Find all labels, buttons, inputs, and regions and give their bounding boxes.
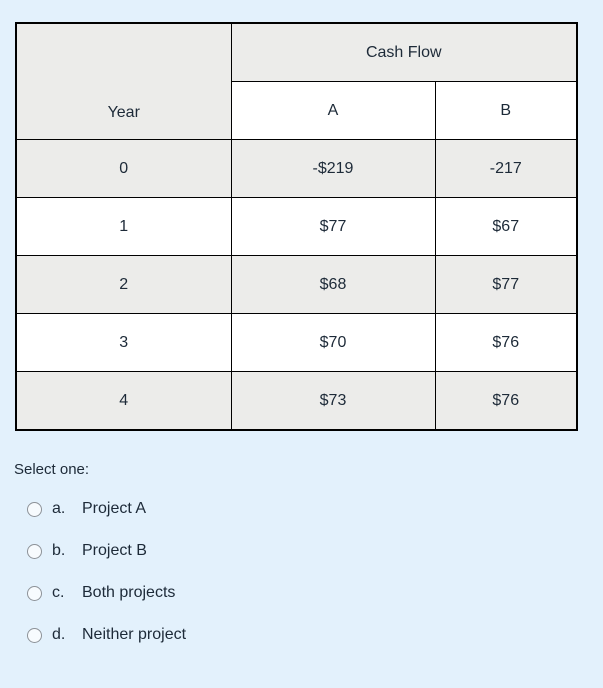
cash-flow-a-cell: $70 bbox=[230, 313, 436, 372]
cash-flow-header: Cash Flow bbox=[230, 22, 578, 82]
year-cell: 4 bbox=[15, 371, 232, 431]
option-letter: d. bbox=[52, 626, 66, 643]
cash-flow-table: Year Cash Flow A B 0 -$219 -217 1 $77 $6… bbox=[15, 22, 579, 431]
table-row: 3 $70 $76 bbox=[15, 313, 578, 372]
radio-option-c[interactable] bbox=[27, 585, 42, 601]
table-row: 0 -$219 -217 bbox=[15, 139, 578, 198]
answer-options: a. Project A b. Project B c. Both projec… bbox=[27, 488, 603, 656]
cash-flow-b-cell: $76 bbox=[434, 313, 578, 372]
option-b[interactable]: b. Project B bbox=[27, 530, 603, 572]
option-a[interactable]: a. Project A bbox=[27, 488, 603, 530]
year-cell: 2 bbox=[15, 255, 232, 314]
project-b-column-header: B bbox=[434, 81, 578, 140]
option-letter: a. bbox=[52, 500, 66, 517]
radio-option-b[interactable] bbox=[27, 543, 42, 559]
year-cell: 3 bbox=[15, 313, 232, 372]
table-row: 4 $73 $76 bbox=[15, 371, 578, 431]
option-label: Both projects bbox=[82, 584, 176, 601]
option-label: Neither project bbox=[82, 626, 187, 643]
cash-flow-b-cell: $67 bbox=[434, 197, 578, 256]
cash-flow-b-cell: -217 bbox=[434, 139, 578, 198]
year-cell: 0 bbox=[15, 139, 232, 198]
cash-flow-a-cell: $77 bbox=[230, 197, 436, 256]
year-column-header: Year bbox=[15, 22, 232, 140]
cash-flow-b-cell: $77 bbox=[434, 255, 578, 314]
table-header-row-2: A B bbox=[16, 81, 578, 140]
radio-option-d[interactable] bbox=[27, 627, 42, 643]
option-c[interactable]: c. Both projects bbox=[27, 572, 603, 614]
cash-flow-a-cell: $68 bbox=[230, 255, 436, 314]
table-row: 1 $77 $67 bbox=[15, 197, 578, 256]
option-label: Project B bbox=[82, 542, 147, 559]
option-letter: c. bbox=[52, 584, 65, 601]
project-a-column-header: A bbox=[230, 81, 436, 140]
cash-flow-a-cell: $73 bbox=[230, 371, 436, 431]
year-cell: 1 bbox=[15, 197, 232, 256]
select-one-prompt: Select one: bbox=[14, 461, 90, 478]
table-row: 2 $68 $77 bbox=[15, 255, 578, 314]
cash-flow-b-cell: $76 bbox=[434, 371, 578, 431]
table-header-row-1: Year Cash Flow bbox=[15, 22, 578, 140]
option-d[interactable]: d. Neither project bbox=[27, 614, 603, 656]
option-label: Project A bbox=[82, 500, 147, 517]
option-letter: b. bbox=[52, 542, 66, 559]
cash-flow-a-cell: -$219 bbox=[230, 139, 436, 198]
radio-option-a[interactable] bbox=[27, 501, 42, 517]
